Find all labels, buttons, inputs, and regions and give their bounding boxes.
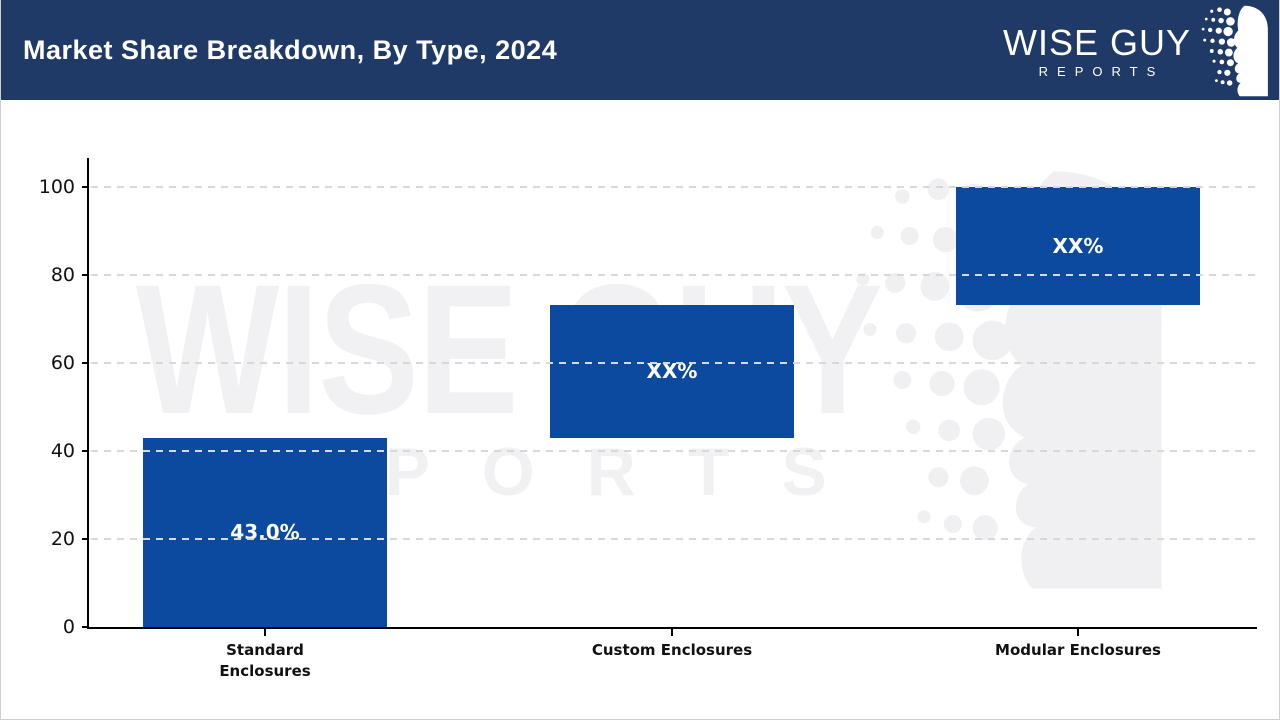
header-band: Market Share Breakdown, By Type, 2024 WI… — [1, 0, 1279, 100]
x-tick-label-3: Modular Enclosures — [995, 641, 1161, 659]
y-tick-mark-80 — [82, 273, 89, 276]
y-tick-mark-40 — [82, 449, 89, 452]
gridline-60 — [91, 361, 1257, 364]
y-tick-mark-60 — [82, 361, 89, 364]
dotted-head-icon — [1201, 5, 1268, 97]
x-axis-line — [87, 627, 1257, 629]
gridline-100 — [91, 185, 1257, 188]
y-tick-mark-20 — [82, 537, 89, 540]
y-tick-mark-100 — [82, 185, 89, 188]
gridline-20 — [91, 537, 1257, 540]
logo-wordmark: WISE GUY — [1002, 21, 1191, 63]
bar-segment-3: XX% — [956, 186, 1200, 305]
y-tick-label-20: 20 — [50, 527, 75, 550]
y-tick-mark-0 — [82, 626, 89, 628]
wiseguy-logo: WISE GUY REPORTS — [1003, 4, 1271, 98]
bar-segment-1: 43.0% — [143, 437, 387, 627]
bar-segment-2: XX% — [550, 304, 794, 438]
logo-subtitle: REPORTS — [1038, 63, 1165, 79]
y-axis-line — [87, 158, 89, 629]
x-tick-mark-1 — [264, 629, 266, 636]
y-tick-label-40: 40 — [50, 439, 75, 462]
x-tick-label-1: Standard Enclosures — [219, 641, 311, 680]
x-tick-label-2: Custom Enclosures — [591, 641, 753, 659]
page-title: Market Share Breakdown, By Type, 2024 — [23, 34, 558, 65]
y-tick-label-60: 60 — [50, 351, 75, 374]
y-tick-label-0: 0 — [62, 616, 75, 638]
gridline-80 — [91, 273, 1257, 276]
x-tick-mark-2 — [671, 629, 673, 636]
bar-value-label: 43.0% — [230, 520, 300, 545]
bar-value-label: XX% — [1052, 233, 1104, 258]
x-tick-mark-3 — [1077, 629, 1079, 636]
y-tick-label-80: 80 — [50, 263, 75, 286]
y-tick-label-100: 100 — [38, 175, 75, 198]
gridline-40 — [91, 449, 1257, 452]
logo-text: WISE GUY REPORTS — [1002, 21, 1191, 79]
